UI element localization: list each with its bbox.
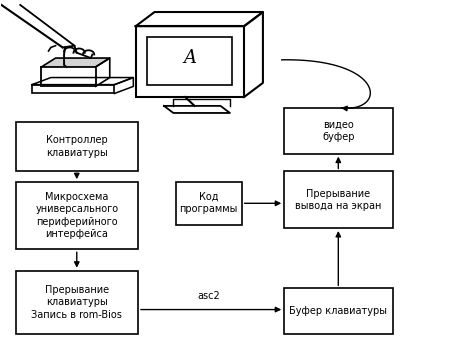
FancyBboxPatch shape <box>41 67 96 86</box>
FancyBboxPatch shape <box>136 26 244 97</box>
FancyBboxPatch shape <box>284 171 392 228</box>
Text: Буфер клавиатуры: Буфер клавиатуры <box>289 306 387 316</box>
Text: Прерывание
вывода на экран: Прерывание вывода на экран <box>295 188 382 211</box>
FancyBboxPatch shape <box>147 37 232 85</box>
FancyBboxPatch shape <box>32 85 115 94</box>
Polygon shape <box>41 58 110 67</box>
FancyBboxPatch shape <box>284 288 392 335</box>
FancyBboxPatch shape <box>176 182 242 225</box>
FancyBboxPatch shape <box>284 108 392 154</box>
Text: Контроллер
клавиатуры: Контроллер клавиатуры <box>46 135 108 158</box>
FancyBboxPatch shape <box>16 122 138 171</box>
FancyBboxPatch shape <box>16 271 138 335</box>
Text: Прерывание
клавиатуры
Запись в rom-Bios: Прерывание клавиатуры Запись в rom-Bios <box>31 285 122 320</box>
Text: asc2: asc2 <box>197 291 220 301</box>
Text: A: A <box>183 49 196 67</box>
Text: Код
программы: Код программы <box>180 192 238 215</box>
Text: видео
буфер: видео буфер <box>322 120 355 142</box>
Text: Микросхема
универсального
периферийного
интерфейса: Микросхема универсального периферийного … <box>35 192 118 239</box>
FancyBboxPatch shape <box>16 182 138 249</box>
